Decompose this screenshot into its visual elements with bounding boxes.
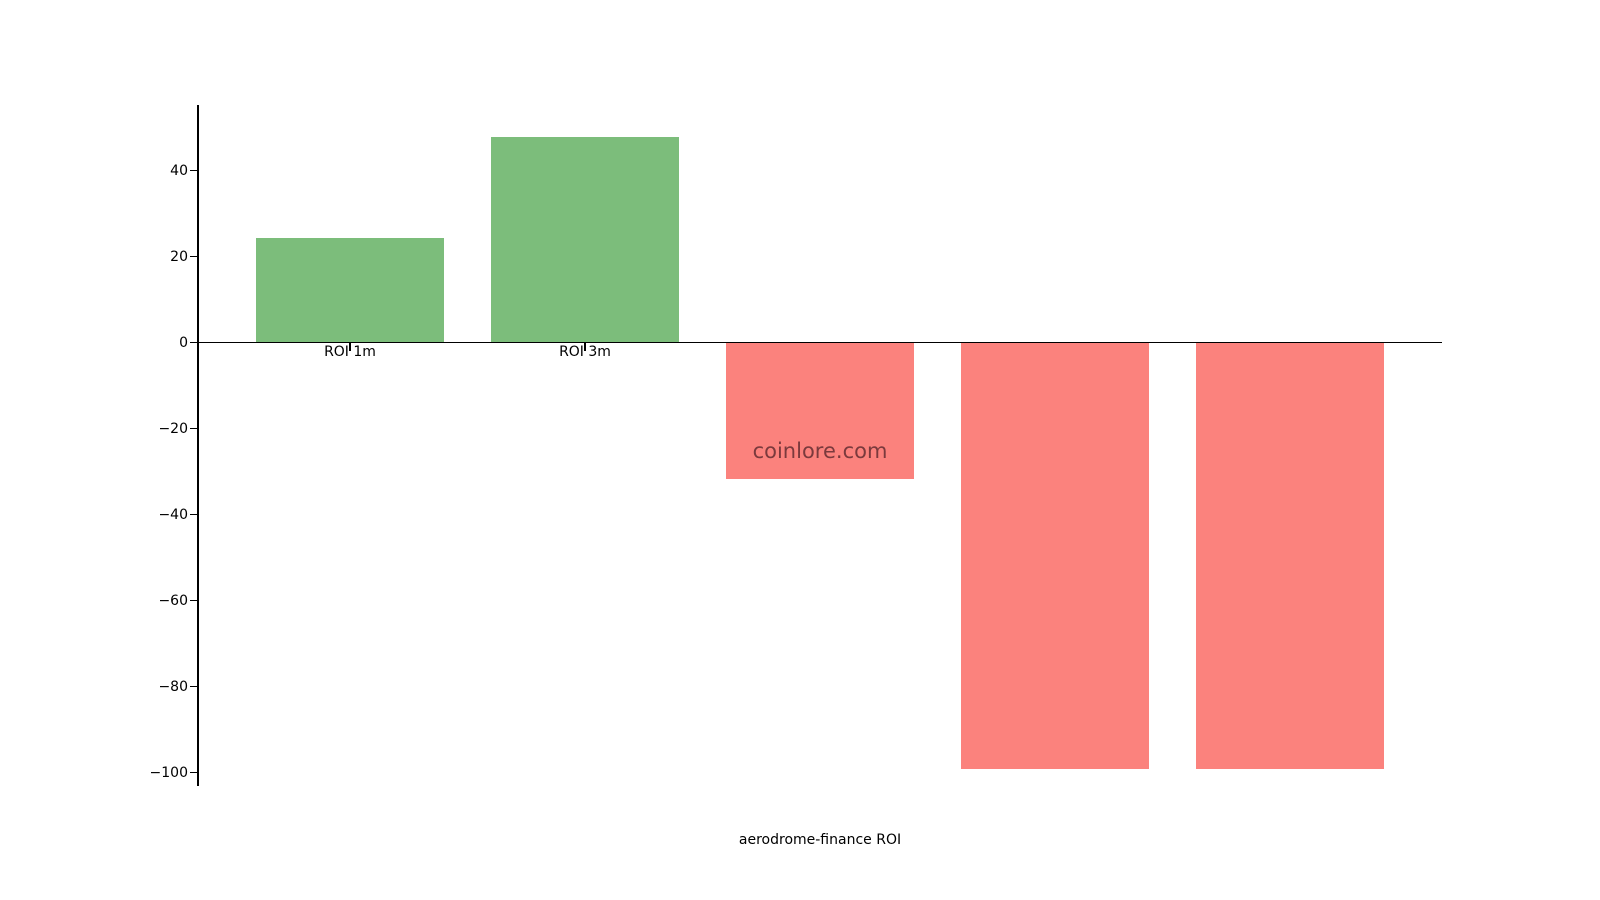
x-tick-mark: [584, 343, 586, 351]
y-tick-mark: [190, 427, 198, 430]
bar-neg-2: [726, 342, 914, 480]
bar-roi-3m: [491, 136, 679, 343]
y-tick-mark: [190, 169, 198, 172]
y-tick-mark: [190, 513, 198, 516]
watermark-text: coinlore.com: [752, 439, 888, 463]
y-axis-line: [197, 105, 199, 786]
y-tick-mark: [190, 341, 198, 344]
y-tick-mark: [190, 771, 198, 774]
x-tick-label: ROI 3m: [559, 344, 611, 360]
bar-neg-4: [1196, 342, 1384, 770]
y-tick-mark: [190, 255, 198, 258]
bar-roi-1m: [256, 237, 444, 343]
y-tick-mark: [190, 685, 198, 688]
y-tick-label: −60: [158, 592, 188, 609]
x-tick-label: ROI 1m: [324, 344, 376, 360]
y-tick-label: −40: [158, 506, 188, 523]
y-tick-label: 40: [170, 162, 188, 179]
y-tick-label: 0: [179, 334, 188, 351]
x-tick-mark: [349, 343, 351, 351]
x-axis-line: [198, 341, 1442, 344]
y-tick-label: 20: [170, 248, 188, 265]
y-tick-label: −80: [158, 678, 188, 695]
bar-neg-3: [961, 342, 1149, 770]
y-tick-label: −100: [149, 764, 188, 781]
y-tick-mark: [190, 599, 198, 602]
y-tick-label: −20: [158, 420, 188, 437]
chart-title: aerodrome-finance ROI: [738, 832, 902, 848]
